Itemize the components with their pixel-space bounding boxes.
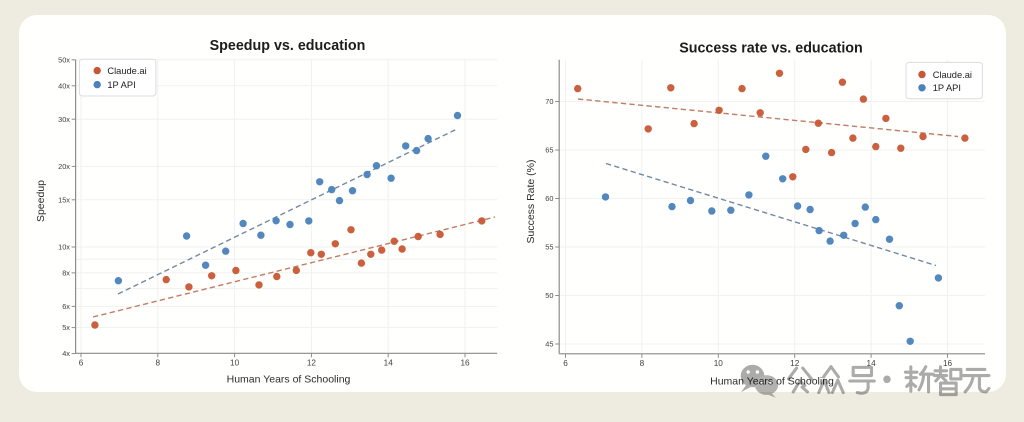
svg-text:14: 14	[384, 359, 394, 368]
svg-text:4x: 4x	[62, 349, 70, 358]
svg-text:Success rate vs. education: Success rate vs. education	[679, 41, 863, 57]
svg-text:50: 50	[545, 291, 553, 300]
svg-text:60: 60	[545, 194, 553, 203]
svg-text:12: 12	[790, 359, 800, 368]
svg-text:5x: 5x	[62, 323, 70, 332]
svg-text:45: 45	[545, 340, 553, 349]
svg-text:14: 14	[867, 359, 877, 368]
svg-text:15x: 15x	[58, 195, 70, 204]
svg-text:55: 55	[545, 243, 553, 252]
svg-text:12: 12	[307, 359, 317, 368]
svg-text:Speedup: Speedup	[35, 180, 47, 222]
svg-text:6: 6	[79, 359, 84, 368]
svg-text:8x: 8x	[62, 269, 70, 278]
svg-text:Speedup vs. education: Speedup vs. education	[210, 38, 366, 54]
svg-text:16: 16	[460, 359, 470, 368]
svg-text:70: 70	[545, 97, 553, 106]
svg-text:40x: 40x	[58, 81, 70, 90]
svg-text:Success Rate (%): Success Rate (%)	[525, 159, 537, 243]
svg-text:30x: 30x	[58, 115, 70, 124]
svg-text:Claude.ai: Claude.ai	[933, 70, 972, 80]
svg-text:20x: 20x	[58, 162, 70, 171]
svg-text:Human Years of Schooling: Human Years of Schooling	[227, 374, 351, 386]
svg-text:1P API: 1P API	[107, 80, 135, 90]
svg-text:6x: 6x	[62, 302, 70, 311]
svg-text:8: 8	[640, 359, 645, 368]
svg-text:50x: 50x	[58, 55, 70, 64]
svg-text:10: 10	[230, 359, 240, 368]
svg-text:8: 8	[156, 359, 161, 368]
svg-text:Claude.ai: Claude.ai	[107, 66, 146, 76]
svg-text:65: 65	[545, 146, 553, 155]
svg-text:6: 6	[563, 359, 568, 368]
svg-text:16: 16	[943, 359, 953, 368]
svg-text:10x: 10x	[58, 243, 70, 252]
svg-text:1P API: 1P API	[933, 83, 961, 93]
svg-text:10: 10	[714, 359, 724, 368]
